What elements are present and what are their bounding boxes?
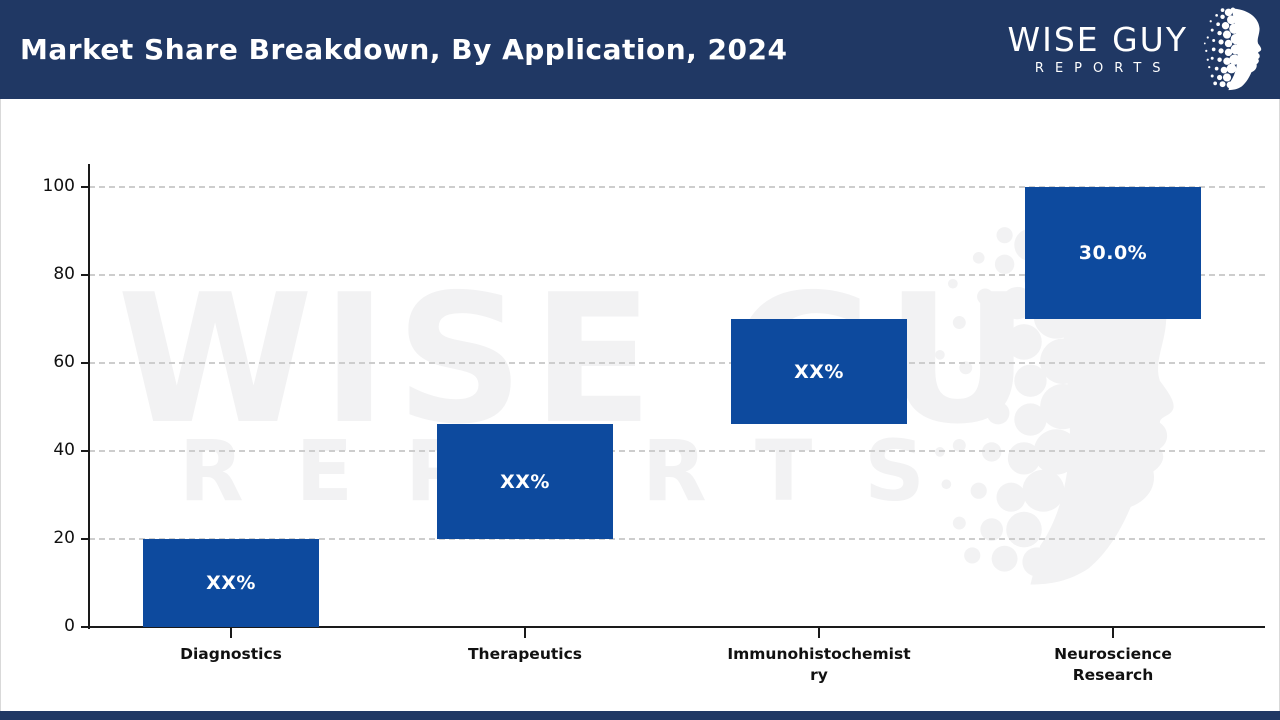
y-axis-line xyxy=(88,164,90,629)
bar-value-label: XX% xyxy=(500,470,550,493)
wise-guy-reports-logo: WISE GUY REPORTS xyxy=(1007,5,1264,93)
header-banner: Market Share Breakdown, By Application, … xyxy=(0,0,1280,99)
bar: XX% xyxy=(437,424,613,539)
bar: 30.0% xyxy=(1025,186,1201,319)
x-category-label: Immunohistochemist ry xyxy=(727,645,911,684)
bar-value-label: 30.0% xyxy=(1078,241,1148,264)
y-tick-label: 60 xyxy=(53,351,75,372)
gridline xyxy=(89,185,1265,188)
x-category-label: Diagnostics xyxy=(180,645,282,663)
logo-subtitle: REPORTS xyxy=(1034,60,1172,76)
y-tick-label: 40 xyxy=(53,439,75,460)
x-tick-mark xyxy=(524,628,526,638)
logo-face-icon xyxy=(1190,5,1264,93)
y-tick-mark xyxy=(81,361,89,364)
y-tick-mark xyxy=(81,626,89,628)
x-tick-mark xyxy=(818,628,820,638)
bar: XX% xyxy=(143,538,319,627)
y-tick-mark xyxy=(81,185,89,188)
chart-area: WISE GU REPORTS 020406080100XX%Diagnosti… xyxy=(0,99,1280,711)
gridline xyxy=(89,537,1265,540)
x-category-label: Therapeutics xyxy=(467,645,582,663)
x-axis-line xyxy=(88,626,1265,628)
x-tick-mark xyxy=(1112,628,1114,638)
plot-area: 0 20 40 60 80 100 XX% Diagnostics XX% Therapeutic… xyxy=(1,99,1280,711)
logo-wordmark: WISE GUY xyxy=(1007,20,1188,60)
y-tick-mark xyxy=(81,537,89,540)
footer-bar xyxy=(0,711,1280,720)
bar-value-label: XX% xyxy=(206,571,256,594)
y-tick-mark xyxy=(81,273,89,276)
x-category-label: Neuroscience Research xyxy=(1054,645,1172,684)
y-tick-label: 80 xyxy=(53,263,75,284)
logo-text: WISE GUY REPORTS xyxy=(1007,20,1188,76)
x-tick-mark xyxy=(230,628,232,638)
y-tick-mark xyxy=(81,449,89,452)
gridline xyxy=(89,449,1265,452)
bar-value-label: XX% xyxy=(794,360,844,383)
bar: XX% xyxy=(731,318,907,425)
y-tick-label: 100 xyxy=(42,175,75,196)
chart-title: Market Share Breakdown, By Application, … xyxy=(20,33,788,66)
y-tick-label: 20 xyxy=(53,527,75,548)
y-tick-label: 0 xyxy=(64,616,75,636)
gridline xyxy=(89,273,1265,276)
gridline xyxy=(89,361,1265,364)
